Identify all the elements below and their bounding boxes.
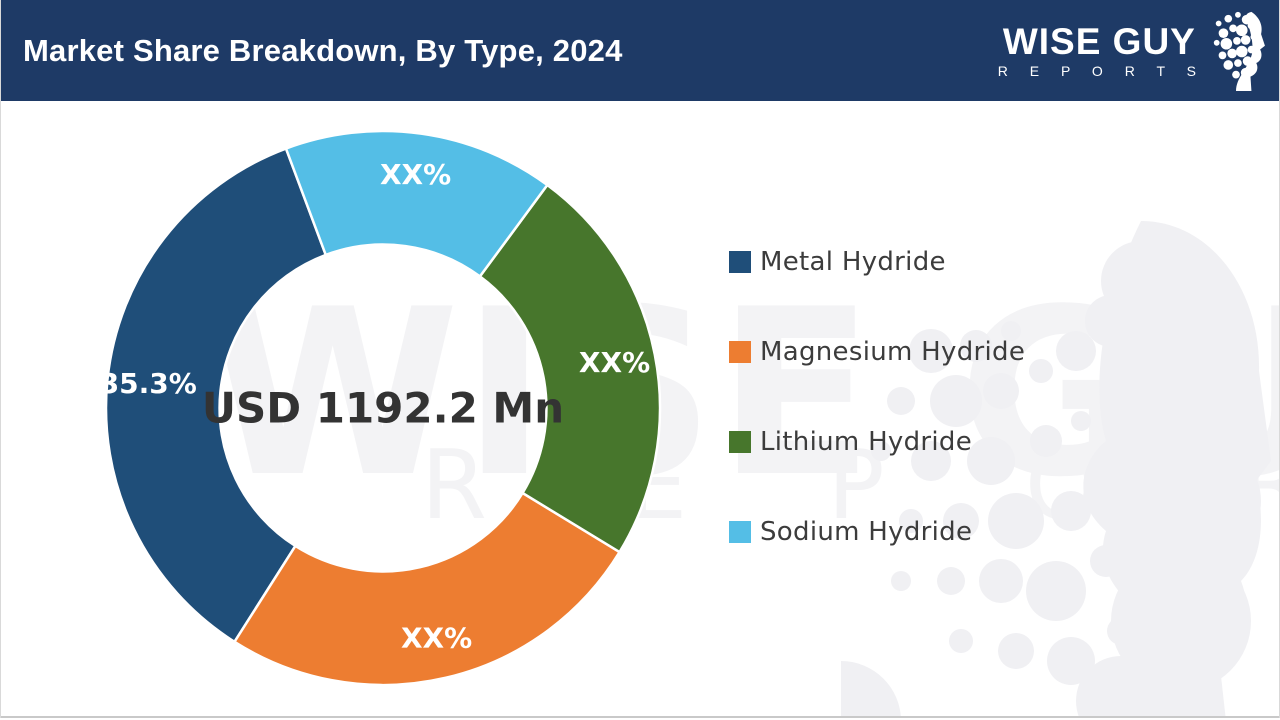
legend-item-lithium-hydride: Lithium Hydride (729, 427, 1025, 457)
legend-swatch-metal-hydride (729, 251, 751, 273)
header-bar: Market Share Breakdown, By Type, 2024 WI… (1, 0, 1279, 101)
donut-center-value: USD 1192.2 Mn (201, 383, 565, 433)
donut-segment-magnesium-hydride (232, 491, 622, 687)
donut-segment-sodium-hydride (284, 129, 550, 279)
logo-wordmark: WISE GUY (1002, 21, 1196, 62)
legend-swatch-sodium-hydride (729, 521, 751, 543)
page-title: Market Share Breakdown, By Type, 2024 (23, 32, 623, 68)
legend-item-metal-hydride: Metal Hydride (729, 247, 1025, 277)
legend-item-sodium-hydride: Sodium Hydride (729, 517, 1025, 547)
chart-legend: Metal Hydride Magnesium Hydride Lithium … (729, 247, 1025, 611)
slice-value-label: XX% (380, 158, 451, 191)
legend-swatch-lithium-hydride (729, 431, 751, 453)
legend-label: Magnesium Hydride (760, 337, 1026, 367)
watermark-head-icon (841, 221, 1271, 716)
slice-value-label: XX% (401, 621, 472, 654)
logo-text: WISE GUY R E P O R T S (994, 23, 1205, 78)
logo-subtitle: R E P O R T S (997, 63, 1205, 79)
legend-label: Lithium Hydride (760, 427, 973, 457)
chart-canvas: WISE GUY R E P O R T S 35.3%XX%XX%XX (1, 101, 1279, 716)
legend-item-magnesium-hydride: Magnesium Hydride (729, 337, 1025, 367)
donut-chart: 35.3% XX% XX% XX% (100, 129, 662, 687)
bottom-divider (1, 716, 1279, 718)
donut-segment-lithium-hydride (478, 183, 662, 554)
wise-guy-reports-logo: WISE GUY R E P O R T S (994, 10, 1265, 92)
donut-segment-metal-hydride (104, 146, 328, 644)
legend-label: Sodium Hydride (760, 517, 973, 547)
legend-label: Metal Hydride (760, 247, 946, 277)
slice-value-label: XX% (579, 346, 650, 379)
logo-head-icon (1213, 11, 1265, 91)
slice-value-label: 35.3% (100, 367, 197, 400)
legend-swatch-magnesium-hydride (729, 341, 751, 363)
